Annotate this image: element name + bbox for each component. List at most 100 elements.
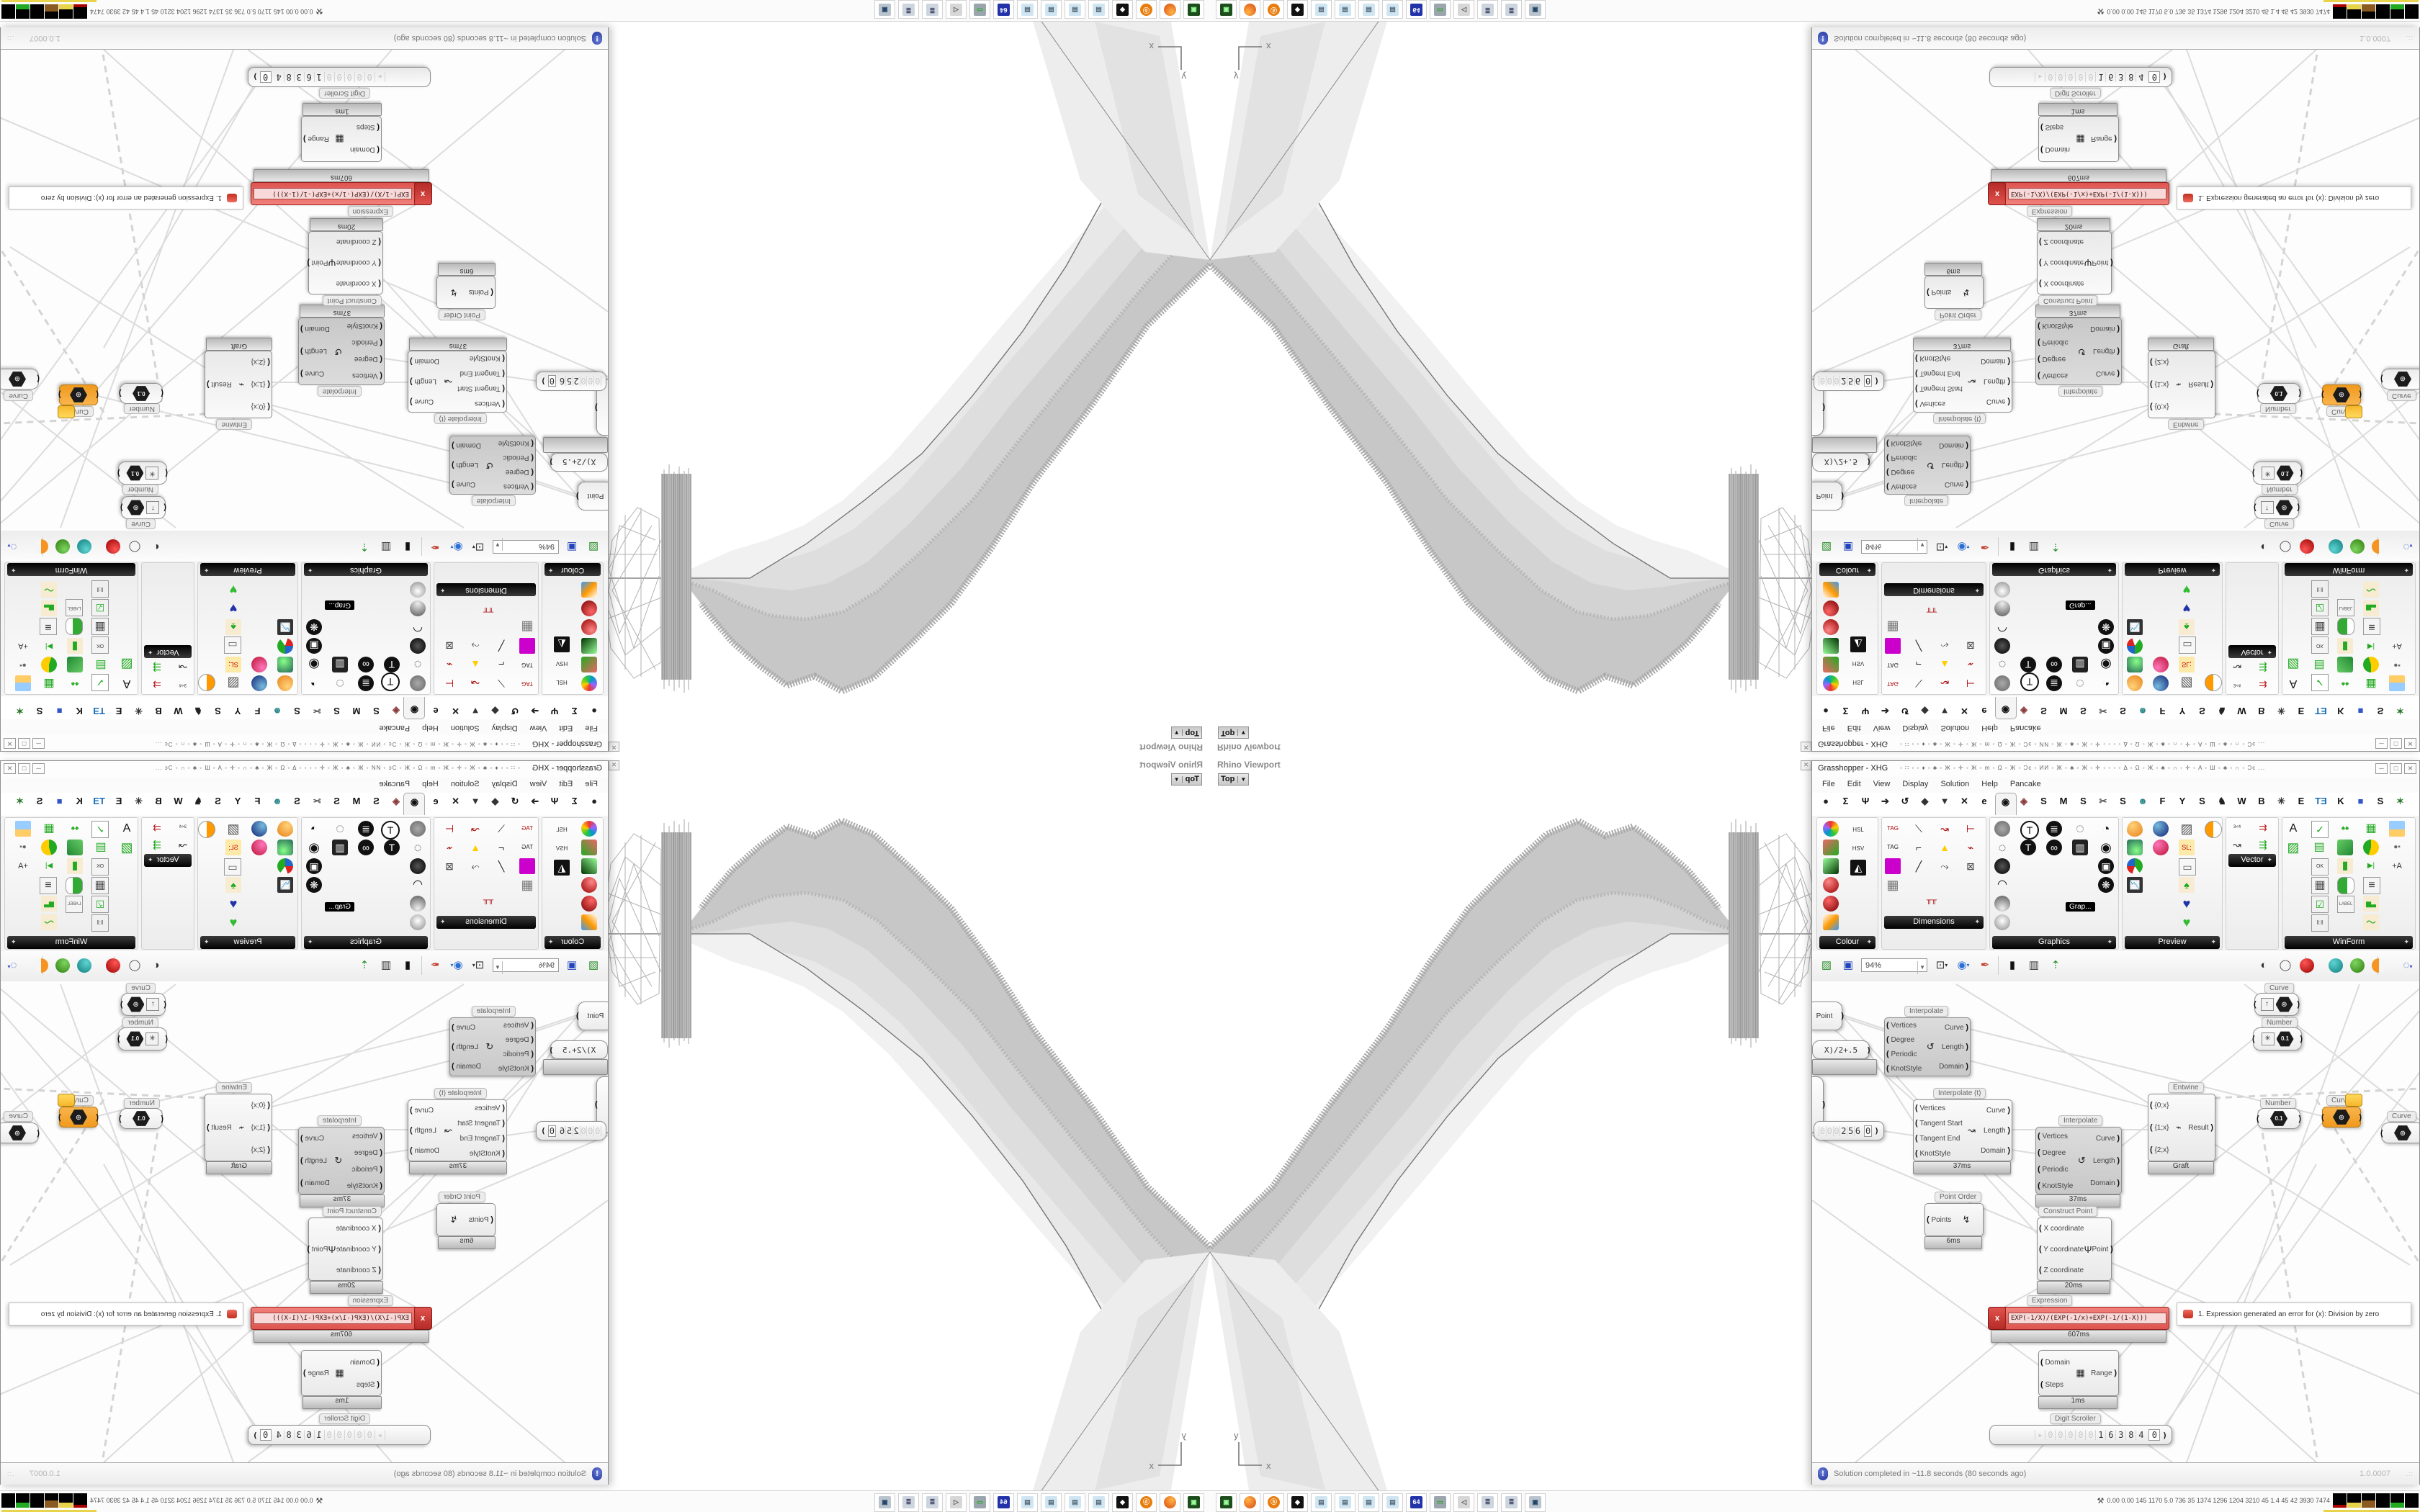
tab-category-22[interactable]: B bbox=[2258, 796, 2265, 806]
node-number-param-2[interactable]: (0.1) bbox=[119, 1108, 163, 1129]
node-curve-param-top-output-grip[interactable]: ) bbox=[120, 1000, 123, 1009]
node-interpolate-2-input-knotstyle[interactable]: ( KnotStyle bbox=[2038, 1181, 2074, 1190]
node-number-param-1[interactable]: (✳ 0.1) bbox=[117, 1027, 168, 1050]
minimize-button[interactable]: ─ bbox=[2375, 738, 2388, 749]
node-point-param[interactable]: Point) bbox=[1812, 1002, 1844, 1030]
ribbon-icon-graphics-7[interactable]: T bbox=[2020, 657, 2036, 672]
node-entwine[interactable]: ( {0;x}( {1;x}( {2;x} ⌁ Result ) bbox=[205, 351, 272, 418]
node-point-order[interactable]: ( Points ↯ bbox=[436, 1203, 496, 1236]
tab-category-29[interactable]: ✶ bbox=[16, 706, 24, 716]
taskbar-app-firefox[interactable] bbox=[1240, 0, 1260, 19]
node-digit-scroller-big-digit[interactable]: 1 bbox=[314, 72, 325, 82]
node-curve-param-top[interactable]: (↑ ◎) bbox=[2254, 496, 2300, 519]
ribbon-icon-graphics-13[interactable]: ◉ bbox=[308, 840, 320, 855]
node-construct-point[interactable]: ( X coordinate( Y coordinate( Z coordina… bbox=[307, 231, 383, 294]
node-digit-scroller-big-digit[interactable]: 0 bbox=[354, 1430, 365, 1440]
ribbon-icon-preview-7[interactable]: SL; bbox=[2179, 840, 2195, 855]
ribbon-icon-winform-13[interactable]: ▦ bbox=[2365, 678, 2377, 690]
node-curve-param-top-output-grip[interactable]: ) bbox=[2297, 503, 2300, 512]
tab-category-7[interactable]: ✕ bbox=[452, 796, 460, 806]
tab-category-24[interactable]: E bbox=[115, 796, 122, 806]
tab-category-8[interactable]: e bbox=[1981, 796, 1987, 806]
node-number-param-2-input-grip[interactable]: ( bbox=[2257, 389, 2259, 398]
ribbon-icon-dimensions-1[interactable]: TAG bbox=[521, 844, 533, 850]
ribbon-icon-graphics-8[interactable]: ≣ bbox=[2046, 675, 2062, 691]
ribbon-icon-preview-8[interactable]: ▭ bbox=[224, 858, 241, 876]
node-digit-scroller-big-digit[interactable]: 1 bbox=[314, 1430, 325, 1440]
tab-category-2[interactable]: Ψ bbox=[1861, 706, 1870, 716]
tab-category-14[interactable]: ✂ bbox=[313, 706, 321, 716]
tab-category-8[interactable]: e bbox=[1981, 706, 1987, 716]
node-digit-scroller-big-digit-boxed[interactable]: 0 bbox=[259, 1429, 272, 1441]
tab-category-15[interactable]: S bbox=[294, 796, 300, 806]
tab-category-17[interactable]: F bbox=[254, 706, 261, 716]
node-interpolate-t[interactable]: ( Vertices( Tangent Start( Tangent End( … bbox=[408, 351, 507, 413]
ribbon-icon-winform-12[interactable]: LABEL bbox=[66, 896, 83, 913]
node-digit-scroller-big-digit[interactable]: 0 bbox=[2075, 1430, 2085, 1440]
ribbon-icon-winform-12[interactable]: LABEL bbox=[66, 599, 83, 616]
ribbon-icon-graphics-1[interactable]: ◌ bbox=[1998, 657, 2007, 672]
tab-category-27[interactable]: ■ bbox=[2357, 796, 2364, 806]
zoom-level-combo[interactable]: 94% ▼ bbox=[1861, 958, 1927, 974]
zoom-level-combo[interactable]: 94% ▼ bbox=[493, 958, 559, 974]
ribbon-icon-winform-11[interactable] bbox=[2337, 877, 2354, 894]
ribbon-icon-colour-4[interactable] bbox=[581, 896, 597, 912]
tab-category-1[interactable]: Σ bbox=[1842, 796, 1849, 806]
node-expr-small[interactable]: X)/2+.5) bbox=[549, 453, 608, 472]
ribbon-icon-preview-11[interactable]: ♥ bbox=[229, 582, 238, 597]
node-interpolate-2[interactable]: ( Vertices( Degree( Periodic( KnotStyle ↺… bbox=[2035, 1127, 2122, 1194]
tab-category-25[interactable]: TƎ bbox=[2315, 706, 2327, 716]
node-digit-scroller-small-output-grip[interactable]: ) bbox=[1874, 1126, 1879, 1135]
ribbon-icon-colour-6[interactable]: HSL bbox=[556, 679, 568, 685]
tab-category-6[interactable]: ▼ bbox=[470, 796, 480, 806]
node-expr-small-output-grip[interactable]: ) bbox=[1866, 457, 1871, 467]
tab-category-26[interactable]: K bbox=[2337, 706, 2344, 716]
node-interpolate-1-input-periodic[interactable]: ( Periodic bbox=[1886, 454, 1917, 462]
ribbon-icon-vector-3[interactable]: ⇶ bbox=[153, 662, 161, 673]
ribbon-group-label[interactable]: WinForm ✦ bbox=[2285, 563, 2413, 576]
node-interpolate-2-input-knotstyle[interactable]: ( KnotStyle bbox=[346, 322, 382, 331]
node-curve-param-right[interactable]: (◎) bbox=[2380, 1122, 2419, 1143]
tab-category-20[interactable]: ♞ bbox=[2218, 796, 2226, 806]
node-interpolate-2-output-curve[interactable]: Curve ) bbox=[300, 369, 325, 378]
viewport-close-icon[interactable]: ✕ bbox=[1801, 760, 1811, 770]
tab-category-4[interactable]: ↺ bbox=[511, 796, 519, 806]
node-entwine-input--1-x-[interactable]: ( {1;x} bbox=[2150, 1122, 2169, 1132]
ribbon-icon-graphics-6[interactable]: T bbox=[2020, 672, 2039, 691]
tab-category-19[interactable]: S bbox=[215, 706, 221, 716]
node-range-input-domain[interactable]: ( Domain bbox=[2040, 1357, 2070, 1367]
ribbon-icon-winform-17[interactable]: ▆▃ bbox=[2363, 600, 2379, 616]
node-digit-scroller-big[interactable]: ▸ 0 0 0 0 0 1 6 3 8 4 0) bbox=[248, 1425, 431, 1445]
ribbon-icon-graphics-13[interactable]: ◉ bbox=[2100, 657, 2112, 672]
ribbon-icon-preview-3[interactable]: 📉 bbox=[277, 877, 293, 893]
toolbar-selection-circle[interactable]: ◌▾ bbox=[7, 541, 17, 553]
node-expression-error-formula[interactable]: EXP(-1/X)/(EXP(-1/x)+EXP(-1/(1-X))) bbox=[254, 188, 412, 199]
ribbon-group-label[interactable]: Dimensions ✦ bbox=[1884, 583, 1984, 596]
ribbon-icon-winform-9[interactable] bbox=[2337, 840, 2353, 855]
node-point-param-output-grip[interactable]: ) bbox=[576, 492, 579, 500]
node-digit-scroller-small-digit-boxed[interactable]: 0 bbox=[547, 375, 557, 387]
menu-item-view[interactable]: View bbox=[1873, 724, 1891, 732]
node-construct-point-input-y-coordinate[interactable]: ( Y coordinate bbox=[2039, 258, 2084, 268]
node-curve-param-warn-input-grip[interactable]: ( bbox=[2321, 1112, 2324, 1122]
node-interpolate-2-output-curve[interactable]: Curve ) bbox=[300, 1134, 325, 1143]
ribbon-icon-winform-17[interactable]: ▆▃ bbox=[41, 600, 57, 616]
node-digit-scroller-small-digit[interactable]: 2 bbox=[1839, 1125, 1847, 1136]
node-digit-scroller-small-digit[interactable]: 0 bbox=[1825, 376, 1833, 387]
node-digit-scroller-big-digit[interactable]: 8 bbox=[2125, 72, 2136, 82]
node-cut-capsule-output-grip[interactable]: ) bbox=[1822, 403, 1825, 412]
toolbar-axes-widget[interactable]: ⇡ bbox=[359, 541, 369, 553]
ribbon-icon-preview-5[interactable] bbox=[2153, 840, 2169, 855]
node-digit-scroller-small-digit[interactable]: 5 bbox=[565, 376, 573, 387]
taskbar-app-inkscape[interactable]: ◆ bbox=[1112, 1493, 1133, 1512]
ribbon-icon-dimensions-10[interactable]: ⊢ bbox=[1966, 823, 1976, 834]
node-entwine[interactable]: ( {0;x}( {1;x}( {2;x} ⌁ Result ) bbox=[2148, 1094, 2215, 1161]
ribbon-icon-colour-1[interactable] bbox=[1823, 657, 1839, 672]
tab-category-15[interactable]: S bbox=[2120, 706, 2126, 716]
node-curve-param-warn-output-grip[interactable]: ) bbox=[2359, 1112, 2362, 1122]
node-interpolate-1-input-vertices[interactable]: ( Vertices bbox=[503, 1021, 534, 1030]
menu-item-help[interactable]: Help bbox=[1981, 780, 1998, 788]
node-digit-scroller-small[interactable]: 0 0 0 2 5 6 0) bbox=[536, 372, 606, 391]
ribbon-icon-preview-4[interactable] bbox=[2153, 821, 2169, 837]
toolbar-preview-eye[interactable]: ◉▾ bbox=[450, 959, 463, 971]
